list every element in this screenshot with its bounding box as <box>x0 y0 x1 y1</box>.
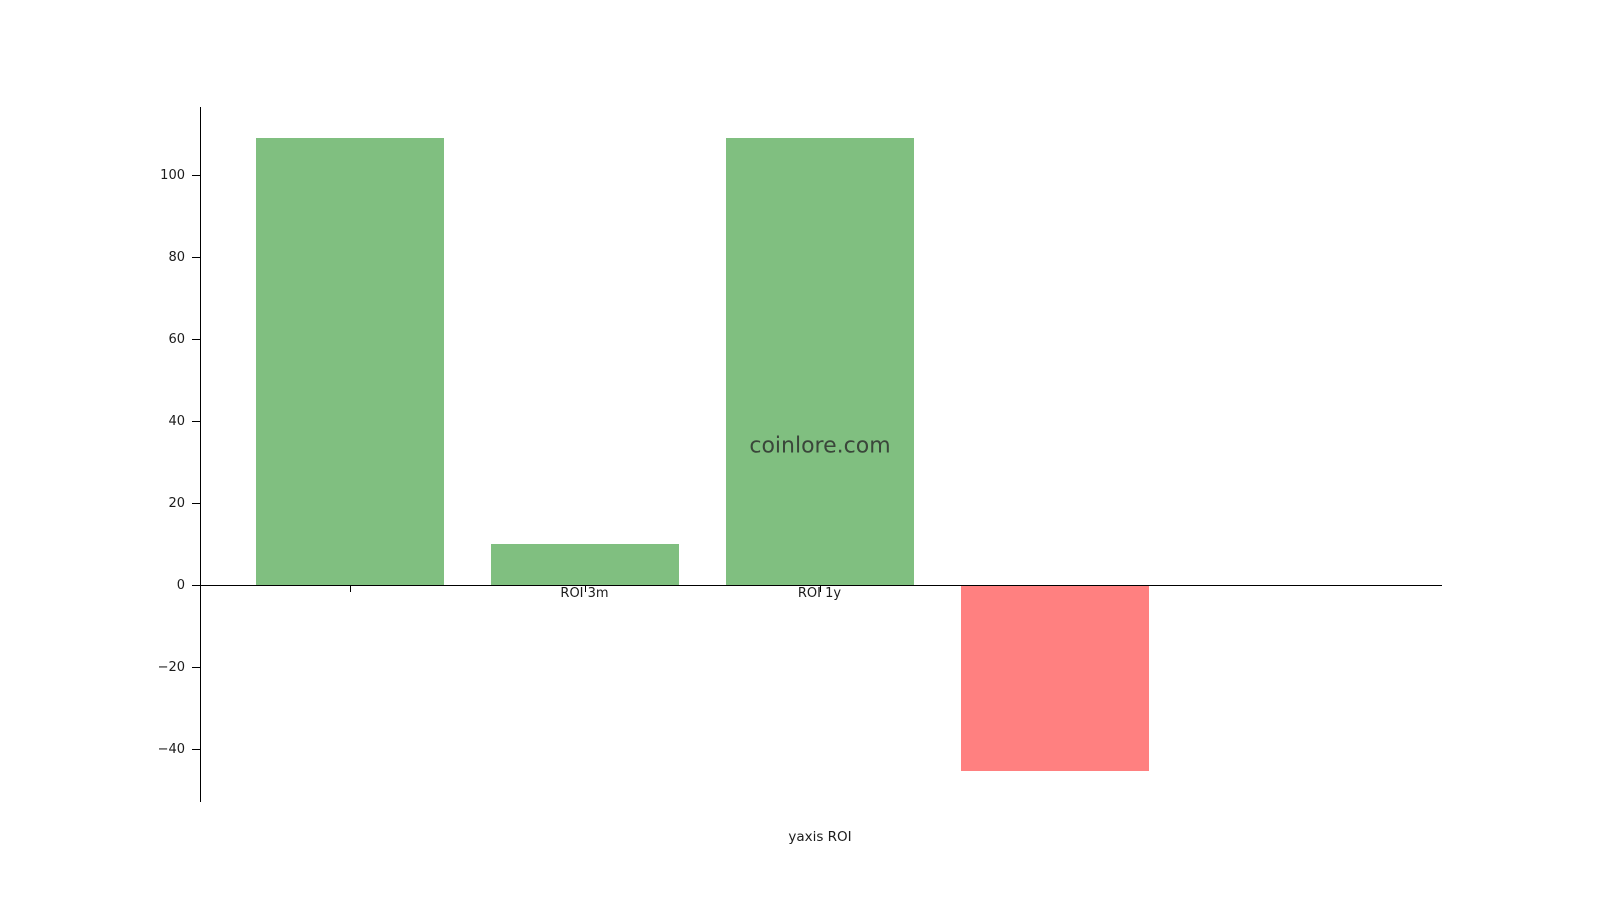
y-tick-mark <box>192 257 200 259</box>
y-tick-label: −20 <box>157 660 185 675</box>
y-tick-label: 40 <box>168 414 185 429</box>
x-tick-label: ROI 1y <box>797 586 842 601</box>
y-tick-mark <box>192 503 200 505</box>
y-tick-label: 100 <box>160 168 185 183</box>
bar-positive <box>490 544 679 585</box>
y-tick-label: 0 <box>176 578 185 593</box>
x-tick-label: ROI 3m <box>560 586 609 601</box>
y-tick-mark <box>192 175 200 177</box>
y-tick-mark <box>192 749 200 751</box>
x-axis-title: yaxis ROI <box>788 829 852 845</box>
y-tick-mark <box>192 339 200 341</box>
x-axis-line <box>200 585 1442 587</box>
bar-positive <box>255 138 444 585</box>
y-tick-label: −40 <box>157 742 185 757</box>
bar-negative <box>960 586 1149 771</box>
y-tick-mark <box>192 667 200 669</box>
x-tick-mark <box>584 586 586 593</box>
x-tick-mark <box>349 586 351 593</box>
y-tick-label: 80 <box>168 250 185 265</box>
y-tick-mark <box>192 421 200 423</box>
y-tick-label: 60 <box>168 332 185 347</box>
y-tick-label: 20 <box>168 496 185 511</box>
y-tick-mark <box>192 585 200 587</box>
y-axis-spine <box>200 107 202 802</box>
x-tick-mark <box>819 586 821 593</box>
bar-positive <box>725 138 914 585</box>
coinlore-watermark: coinlore.com <box>749 433 891 459</box>
